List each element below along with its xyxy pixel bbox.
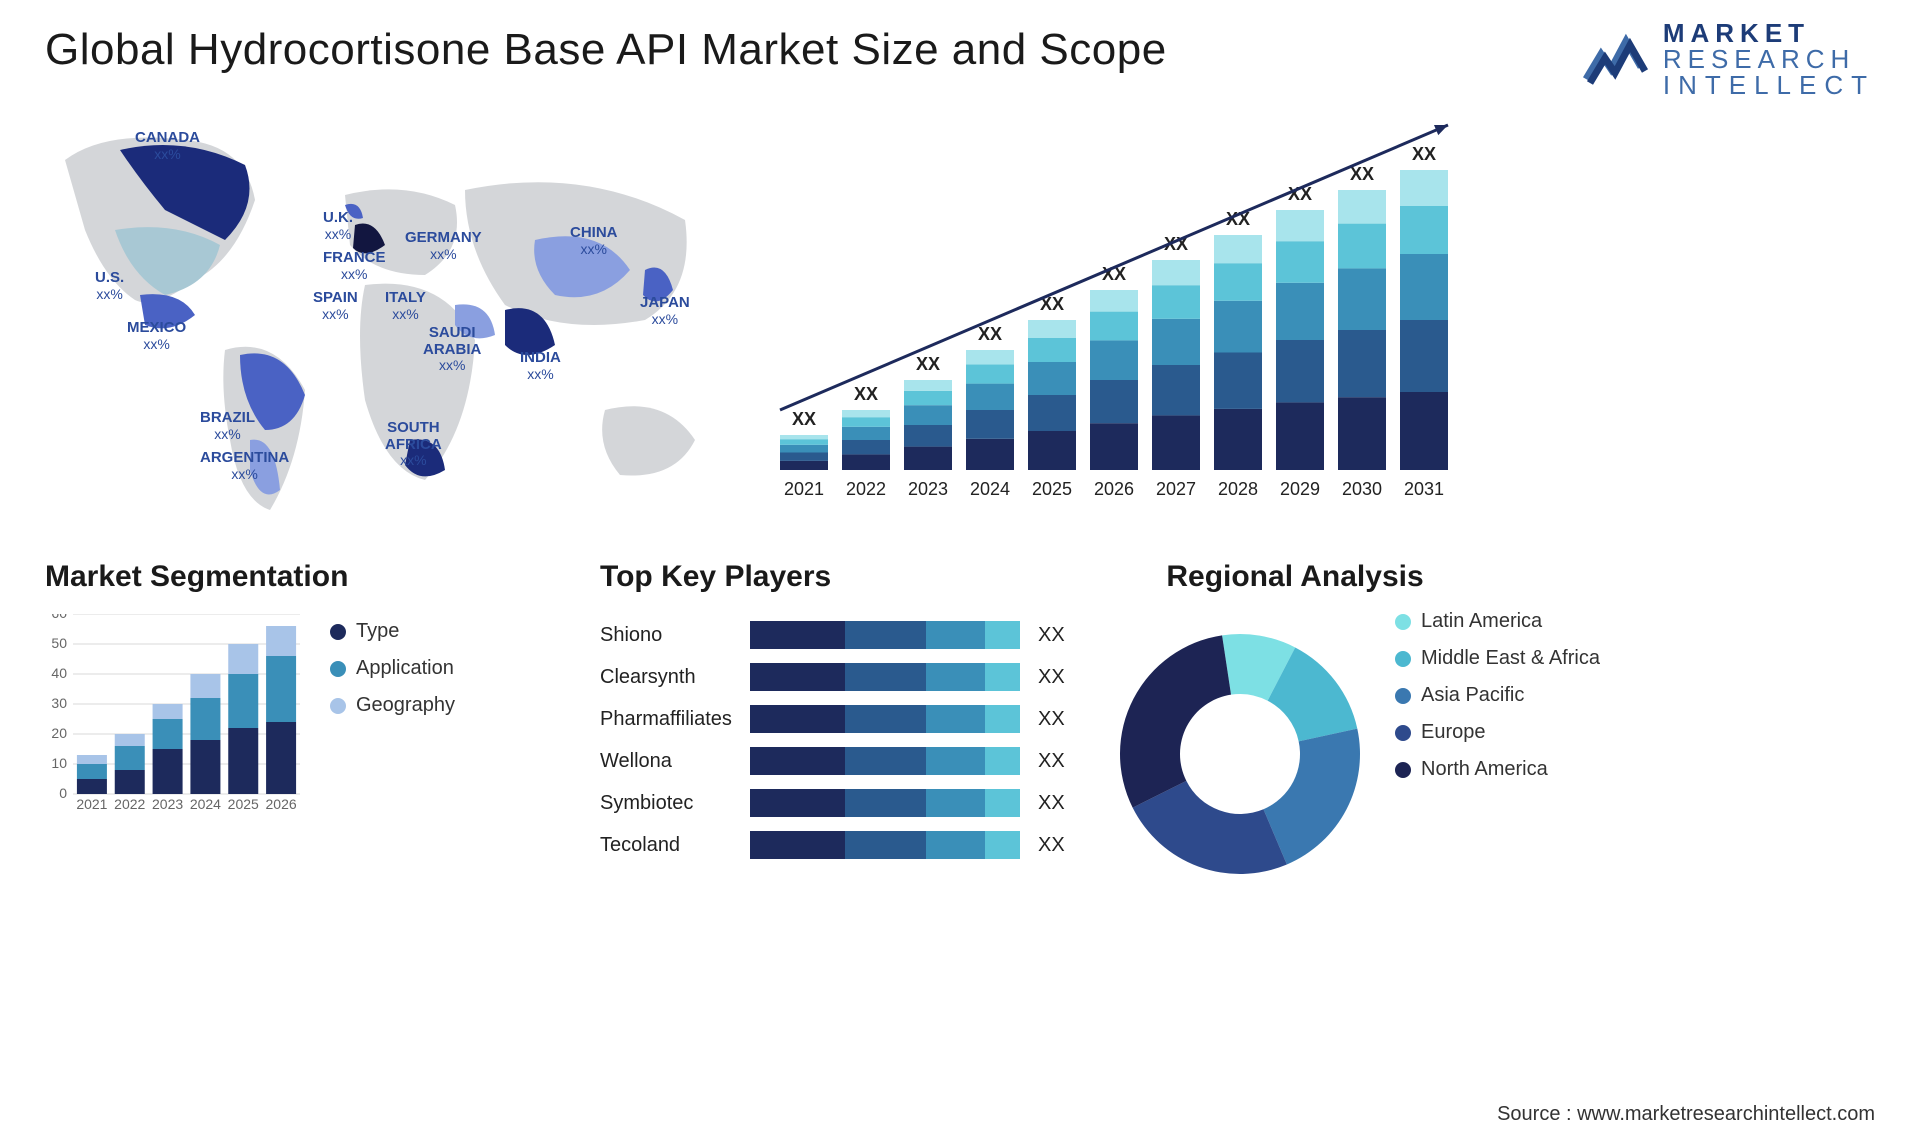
player-value: XX xyxy=(1038,750,1065,773)
player-row: Clearsynth XX xyxy=(600,661,1090,693)
svg-text:2021: 2021 xyxy=(76,796,107,812)
player-row: Pharmaffiliates XX xyxy=(600,703,1090,735)
player-name: Clearsynth xyxy=(600,666,750,689)
svg-text:2028: 2028 xyxy=(1218,479,1258,499)
logo-line2: RESEARCH xyxy=(1663,46,1875,72)
svg-text:40: 40 xyxy=(51,665,67,681)
map-label: ITALYxx% xyxy=(385,290,426,322)
player-bar xyxy=(750,789,1020,817)
svg-text:2031: 2031 xyxy=(1404,479,1444,499)
regional-legend: Latin America Middle East & Africa Asia Pa… xyxy=(1395,610,1600,795)
regional-title: Regional Analysis xyxy=(1110,560,1480,594)
player-value: XX xyxy=(1038,834,1065,857)
svg-text:2023: 2023 xyxy=(152,796,183,812)
player-row: Tecoland XX xyxy=(600,829,1090,861)
svg-text:2026: 2026 xyxy=(266,796,297,812)
player-value: XX xyxy=(1038,624,1065,647)
svg-text:2024: 2024 xyxy=(970,479,1010,499)
legend-item: Middle East & Africa xyxy=(1395,647,1600,670)
svg-text:XX: XX xyxy=(978,324,1002,344)
map-label: CHINAxx% xyxy=(570,225,618,257)
players-section: Top Key Players ShionoXXClearsynthXXPhar… xyxy=(600,560,1090,871)
player-row: Shiono XX xyxy=(600,619,1090,651)
svg-text:2029: 2029 xyxy=(1280,479,1320,499)
svg-text:2023: 2023 xyxy=(908,479,948,499)
map-label: SPAINxx% xyxy=(313,290,358,322)
svg-text:2025: 2025 xyxy=(1032,479,1072,499)
player-bar xyxy=(750,705,1020,733)
player-row: Symbiotec XX xyxy=(600,787,1090,819)
svg-text:XX: XX xyxy=(792,409,816,429)
legend-item: Asia Pacific xyxy=(1395,684,1600,707)
svg-text:30: 30 xyxy=(51,695,67,711)
svg-text:2021: 2021 xyxy=(784,479,824,499)
svg-text:XX: XX xyxy=(1350,164,1374,184)
player-row: Wellona XX xyxy=(600,745,1090,777)
segmentation-title: Market Segmentation xyxy=(45,560,555,594)
map-label: SAUDIARABIAxx% xyxy=(423,325,481,373)
map-label: INDIAxx% xyxy=(520,350,561,382)
player-bar xyxy=(750,831,1020,859)
player-name: Tecoland xyxy=(600,834,750,857)
page-title: Global Hydrocortisone Base API Market Si… xyxy=(45,25,1167,75)
svg-text:0: 0 xyxy=(59,785,67,801)
map-label: FRANCExx% xyxy=(323,250,386,282)
legend-item: Latin America xyxy=(1395,610,1600,633)
map-label: JAPANxx% xyxy=(640,295,690,327)
map-label: U.K.xx% xyxy=(323,210,353,242)
segmentation-section: Market Segmentation 0 10 20 30 40 50 60 2021 202… xyxy=(45,560,555,844)
svg-text:2024: 2024 xyxy=(190,796,221,812)
world-map: CANADAxx% U.S.xx%MEXICOxx% BRAZILxx% ARGENT… xyxy=(45,110,725,530)
legend-item: North America xyxy=(1395,758,1600,781)
map-label: CANADAxx% xyxy=(135,130,200,162)
svg-text:50: 50 xyxy=(51,635,67,651)
player-name: Symbiotec xyxy=(600,792,750,815)
segmentation-legend: Type Application Geography xyxy=(330,620,455,731)
player-name: Shiono xyxy=(600,624,750,647)
svg-text:2022: 2022 xyxy=(846,479,886,499)
legend-item: Europe xyxy=(1395,721,1600,744)
map-label: MEXICOxx% xyxy=(127,320,186,352)
svg-text:2025: 2025 xyxy=(228,796,259,812)
svg-text:XX: XX xyxy=(1412,144,1436,164)
svg-text:10: 10 xyxy=(51,755,67,771)
players-title: Top Key Players xyxy=(600,560,1090,594)
logo-line1: MARKET xyxy=(1663,20,1875,46)
svg-text:2026: 2026 xyxy=(1094,479,1134,499)
player-name: Wellona xyxy=(600,750,750,773)
logo-icon xyxy=(1581,29,1651,89)
legend-item: Type xyxy=(330,620,455,643)
svg-text:XX: XX xyxy=(916,354,940,374)
growth-chart: XX2021XX2022XX2023XX2024XX2025XX2026XX20… xyxy=(770,120,1450,510)
svg-text:XX: XX xyxy=(854,384,878,404)
brand-logo: MARKET RESEARCH INTELLECT xyxy=(1581,20,1875,98)
svg-text:2027: 2027 xyxy=(1156,479,1196,499)
logo-line3: INTELLECT xyxy=(1663,72,1875,98)
map-label: U.S.xx% xyxy=(95,270,124,302)
player-value: XX xyxy=(1038,708,1065,731)
player-bar xyxy=(750,621,1020,649)
player-bar xyxy=(750,663,1020,691)
svg-text:2022: 2022 xyxy=(114,796,145,812)
svg-text:2030: 2030 xyxy=(1342,479,1382,499)
svg-text:60: 60 xyxy=(51,614,67,621)
source-text: Source : www.marketresearchintellect.com xyxy=(1497,1103,1875,1126)
legend-item: Application xyxy=(330,657,455,680)
player-value: XX xyxy=(1038,792,1065,815)
map-label: SOUTHAFRICAxx% xyxy=(385,420,442,468)
player-name: Pharmaffiliates xyxy=(600,708,750,731)
player-value: XX xyxy=(1038,666,1065,689)
svg-text:20: 20 xyxy=(51,725,67,741)
legend-item: Geography xyxy=(330,694,455,717)
player-bar xyxy=(750,747,1020,775)
map-label: BRAZILxx% xyxy=(200,410,255,442)
map-label: GERMANYxx% xyxy=(405,230,482,262)
map-label: ARGENTINAxx% xyxy=(200,450,289,482)
